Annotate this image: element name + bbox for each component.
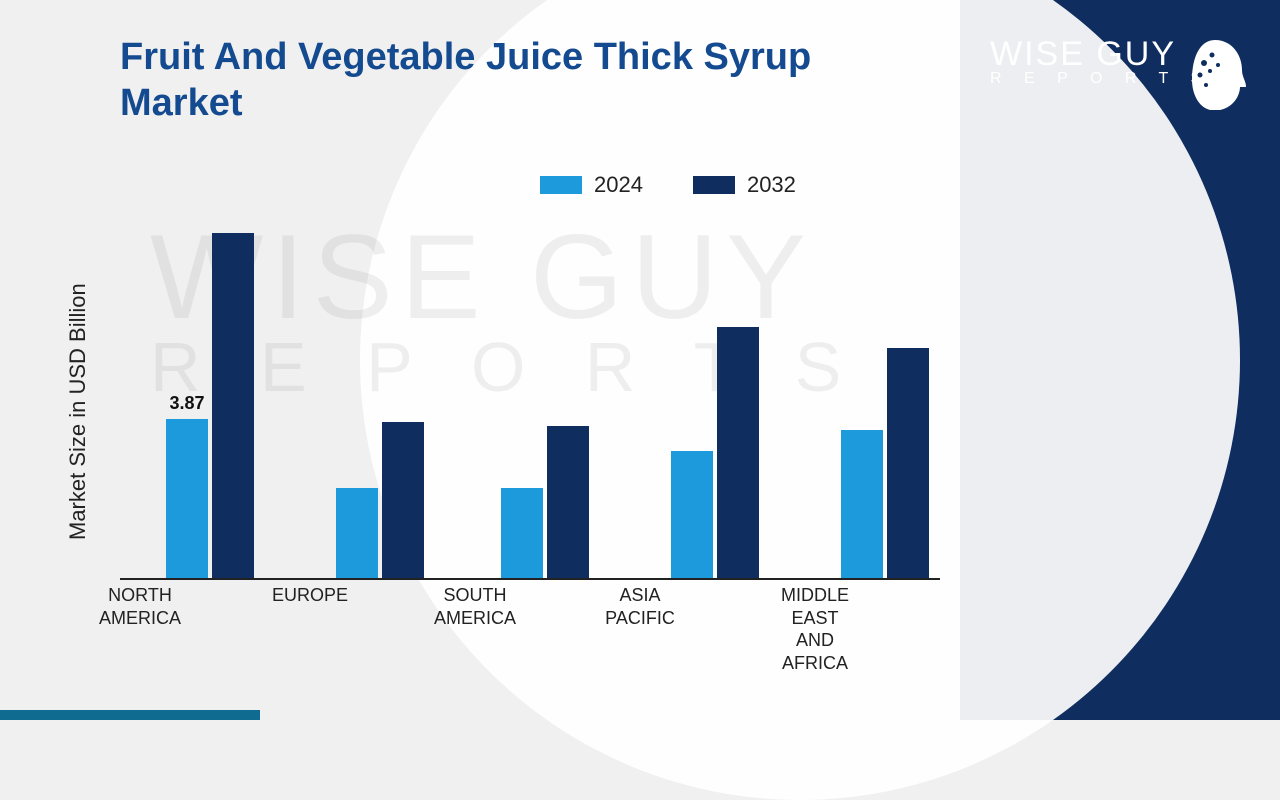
legend-item-2024: 2024 bbox=[540, 172, 643, 198]
bar bbox=[671, 451, 713, 578]
bar bbox=[547, 426, 589, 578]
bar-group: 3.87 bbox=[150, 233, 270, 578]
x-label: EUROPE bbox=[240, 584, 380, 607]
bar-value-label: 3.87 bbox=[169, 393, 204, 414]
legend-label: 2024 bbox=[594, 172, 643, 198]
head-profile-icon bbox=[1180, 35, 1250, 115]
bar-group bbox=[485, 426, 605, 578]
chart-legend: 2024 2032 bbox=[540, 172, 796, 198]
page-title: Fruit And Vegetable Juice Thick Syrup Ma… bbox=[120, 35, 820, 126]
bar bbox=[717, 327, 759, 578]
legend-swatch bbox=[693, 176, 735, 194]
bar bbox=[212, 233, 254, 578]
x-label: MIDDLEEASTANDAFRICA bbox=[745, 584, 885, 674]
legend-label: 2032 bbox=[747, 172, 796, 198]
y-axis-label: Market Size in USD Billion bbox=[65, 283, 91, 540]
bar-chart: Market Size in USD Billion 2024 2032 3.8… bbox=[50, 160, 950, 680]
bar bbox=[887, 348, 929, 578]
bar: 3.87 bbox=[166, 419, 208, 578]
plot-area: 3.87 bbox=[120, 210, 940, 580]
bar bbox=[382, 422, 424, 578]
bottom-accent-bar bbox=[0, 710, 260, 720]
x-label: ASIAPACIFIC bbox=[570, 584, 710, 629]
brand-logo: WISE GUY R E P O R T S bbox=[990, 35, 1250, 88]
legend-item-2032: 2032 bbox=[693, 172, 796, 198]
bar-group bbox=[655, 327, 775, 578]
legend-swatch bbox=[540, 176, 582, 194]
bar-group bbox=[320, 422, 440, 578]
bar bbox=[336, 488, 378, 578]
bar-group bbox=[825, 348, 945, 578]
bar bbox=[841, 430, 883, 578]
x-label: NORTHAMERICA bbox=[70, 584, 210, 629]
x-label: SOUTHAMERICA bbox=[405, 584, 545, 629]
bar bbox=[501, 488, 543, 578]
